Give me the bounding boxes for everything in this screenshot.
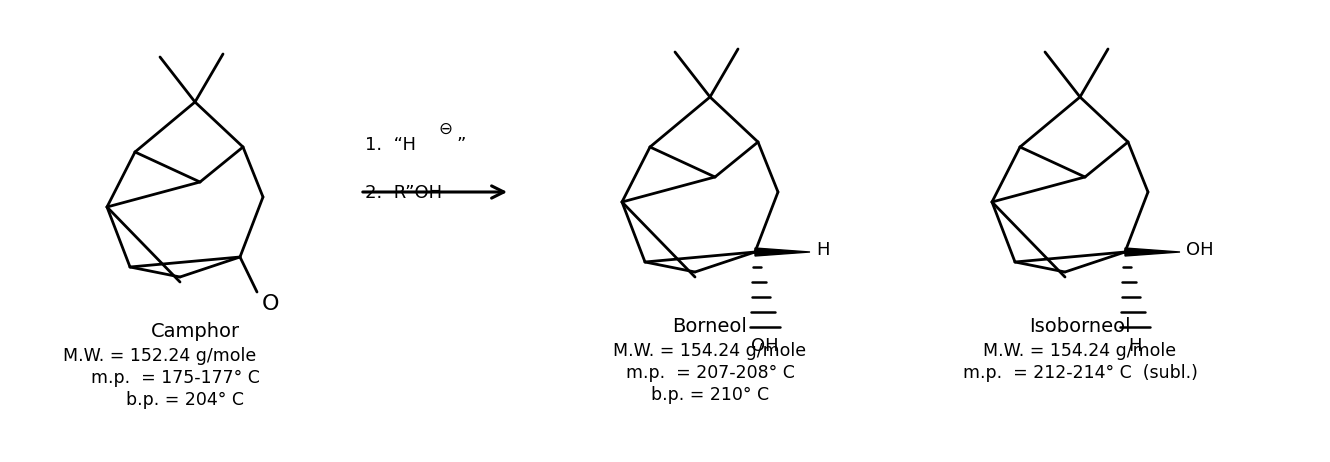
Text: m.p.  = 212-214° C  (subl.): m.p. = 212-214° C (subl.) — [963, 364, 1197, 382]
Text: ⊖: ⊖ — [438, 120, 452, 138]
Text: m.p.  = 207-208° C: m.p. = 207-208° C — [625, 364, 794, 382]
Text: O: O — [262, 294, 279, 314]
Text: M.W. = 154.24 g/mole: M.W. = 154.24 g/mole — [983, 342, 1177, 360]
Text: Isoborneol: Isoborneol — [1029, 317, 1130, 336]
Text: H: H — [817, 241, 830, 259]
Text: b.p. = 204° C: b.p. = 204° C — [126, 391, 243, 409]
Text: Borneol: Borneol — [673, 317, 747, 336]
Text: 1.  “H: 1. “H — [364, 136, 416, 154]
Text: Camphor: Camphor — [150, 322, 239, 341]
Text: m.p.  = 175-177° C: m.p. = 175-177° C — [90, 369, 259, 387]
Text: b.p. = 210° C: b.p. = 210° C — [650, 386, 769, 404]
Text: OH: OH — [1186, 241, 1214, 259]
Polygon shape — [755, 248, 810, 256]
Text: M.W. = 152.24 g/mole: M.W. = 152.24 g/mole — [64, 347, 257, 365]
Text: OH: OH — [751, 337, 779, 355]
Polygon shape — [1125, 248, 1180, 256]
Text: M.W. = 154.24 g/mole: M.W. = 154.24 g/mole — [613, 342, 806, 360]
Text: ”: ” — [456, 136, 466, 154]
Text: H: H — [1128, 337, 1141, 355]
Text: 2.  R”OH: 2. R”OH — [364, 184, 442, 202]
